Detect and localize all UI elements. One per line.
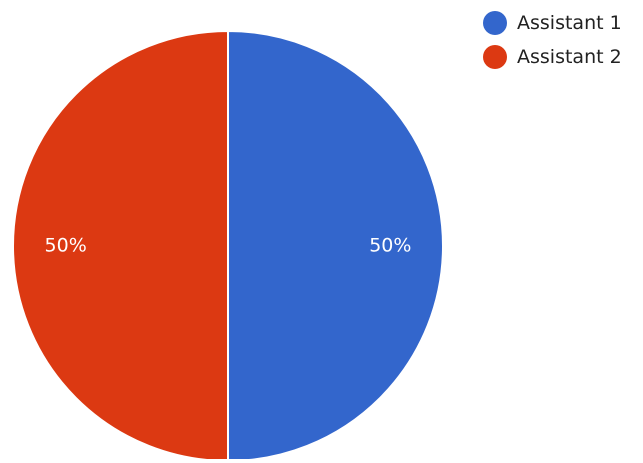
data-label-assistant-2: 50%	[45, 235, 87, 257]
pie-slice-assistant-2[interactable]	[12, 29, 229, 463]
legend-label-assistant-1: Assistant 1	[517, 12, 622, 34]
pie-slice-assistant-1[interactable]	[227, 29, 444, 463]
legend-swatch-assistant-2	[483, 45, 507, 69]
legend-item-assistant-2[interactable]: Assistant 2	[483, 44, 622, 70]
legend-label-assistant-2: Assistant 2	[517, 46, 622, 68]
legend-item-assistant-1[interactable]: Assistant 1	[483, 10, 622, 36]
legend-swatch-assistant-1	[483, 11, 507, 35]
chart-legend: Assistant 1 Assistant 2	[483, 10, 622, 70]
data-label-assistant-1: 50%	[369, 235, 411, 257]
